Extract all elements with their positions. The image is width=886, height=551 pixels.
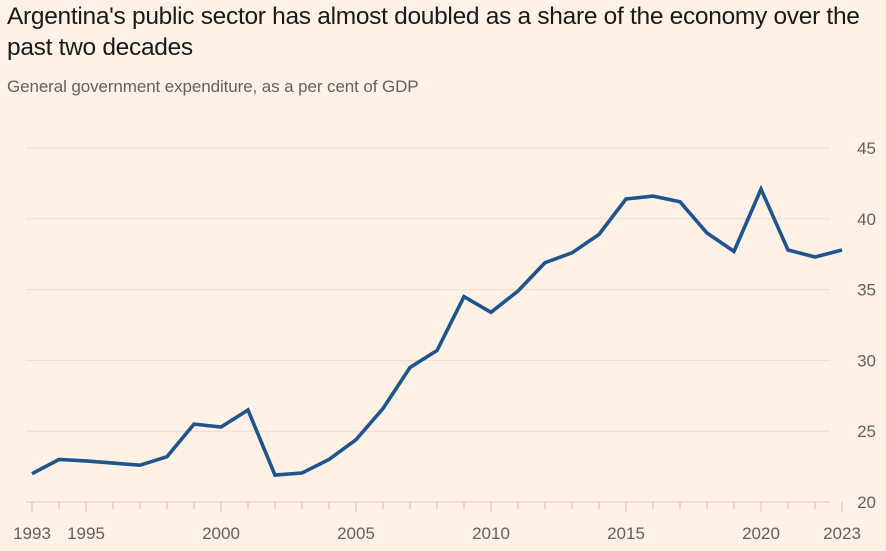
y-tick-label: 45 <box>857 139 876 158</box>
x-tick-label: 2005 <box>337 524 375 543</box>
chart-subtitle: General government expenditure, as a per… <box>7 77 419 96</box>
gridlines <box>26 147 830 503</box>
x-axis: 1993 1995 2000 2005 2010 2015 2020 2023 <box>13 502 861 543</box>
y-tick-label: 20 <box>857 493 876 512</box>
x-tick-label: 1993 <box>13 524 51 543</box>
x-tick-label: 2010 <box>472 524 510 543</box>
y-tick-label: 25 <box>857 422 876 441</box>
y-tick-label: 30 <box>857 351 876 370</box>
x-tick-label: 2020 <box>742 524 780 543</box>
y-tick-label: 40 <box>857 210 876 229</box>
y-axis: 20 25 30 35 40 45 <box>857 139 876 512</box>
series-line-government-expenditure <box>31 184 843 477</box>
x-tick-label: 1995 <box>67 524 105 543</box>
chart-title: Argentina's public sector has almost dou… <box>7 3 860 61</box>
series-layer <box>31 184 843 477</box>
x-tick-label: 2015 <box>607 524 645 543</box>
y-tick-label: 35 <box>857 281 876 300</box>
x-tick-label: 2000 <box>202 524 240 543</box>
x-tick-label: 2023 <box>823 524 861 543</box>
